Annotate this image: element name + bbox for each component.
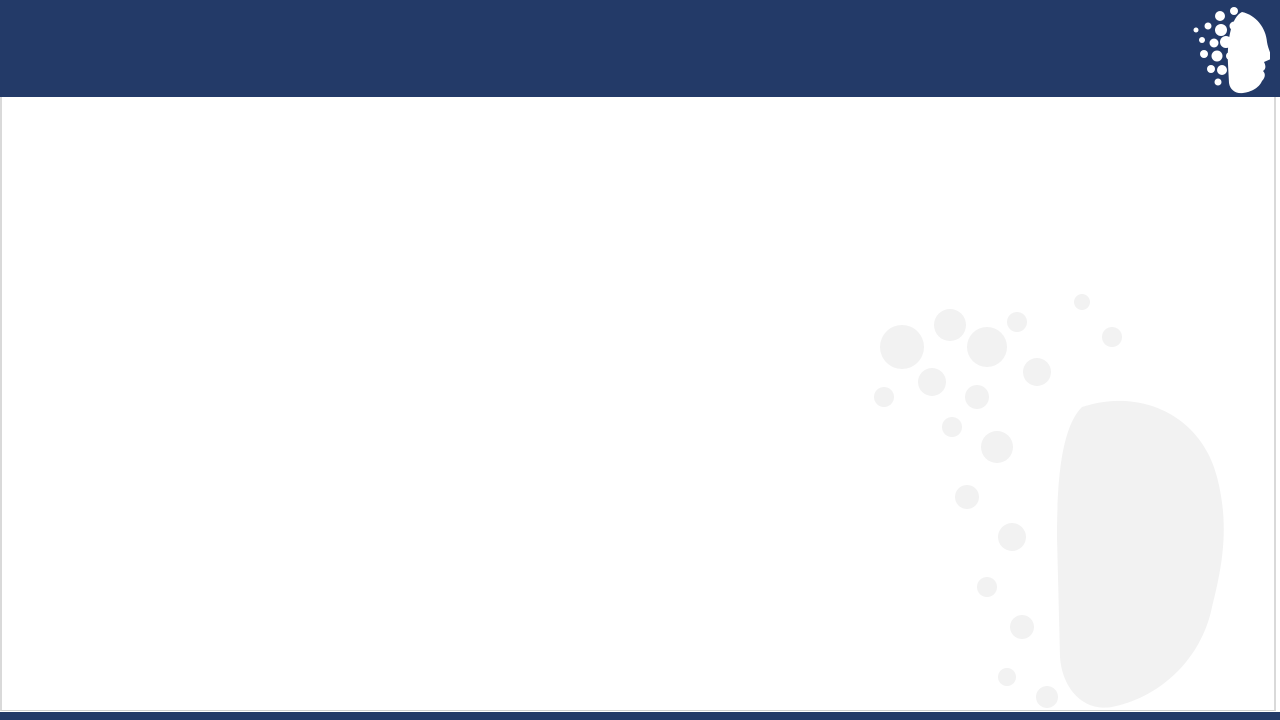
footer-bar [0, 712, 1280, 720]
header-bar [0, 0, 1280, 97]
chart-card [0, 97, 1276, 711]
plot-area [2, 97, 1274, 710]
brand-logo [1020, 4, 1270, 94]
logo-face-icon [1193, 7, 1270, 94]
